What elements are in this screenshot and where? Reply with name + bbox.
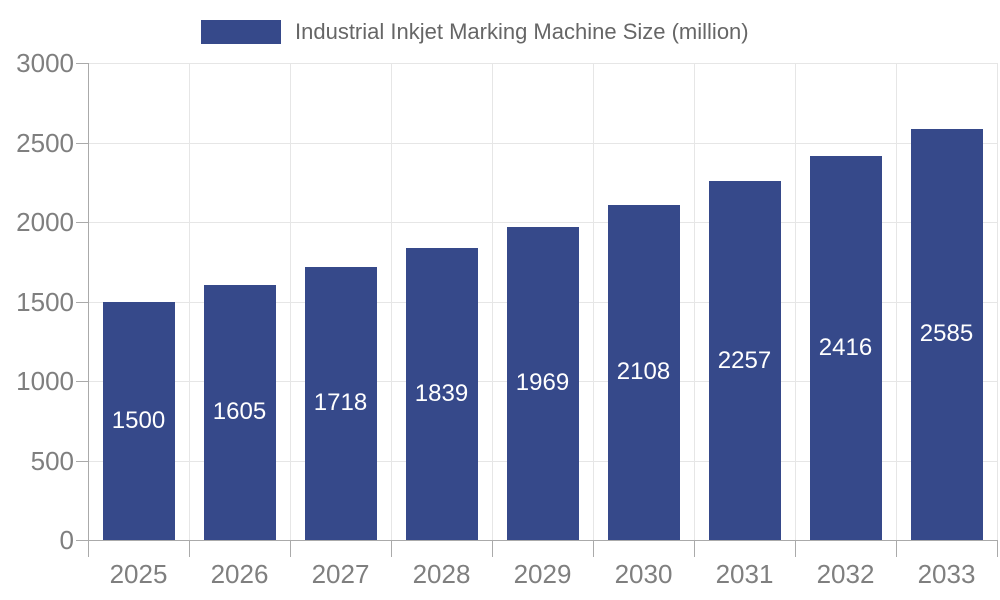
legend-label: Industrial Inkjet Marking Machine Size (… [295, 19, 749, 44]
x-axis-label-2027: 2027 [311, 559, 370, 589]
y-axis-tick [76, 142, 88, 144]
x-axis-tick [795, 540, 796, 557]
x-axis-label-2033: 2033 [917, 559, 976, 589]
grid-line-vertical [694, 63, 695, 540]
bar-2027[interactable]: 1718 [304, 266, 377, 540]
bar-2029[interactable]: 1969 [506, 226, 579, 540]
x-axis-label-2029: 2029 [513, 559, 572, 589]
bar-2028[interactable]: 1839 [405, 247, 478, 540]
y-axis-tick [76, 540, 88, 541]
x-axis-tick [593, 540, 594, 557]
x-axis-tick [694, 540, 695, 557]
bar-value-label: 1500 [111, 406, 166, 434]
bar-2031[interactable]: 2257 [708, 181, 781, 540]
y-axis-label: 2000 [16, 207, 74, 237]
grid-line-vertical [189, 63, 190, 540]
legend-item[interactable]: Industrial Inkjet Marking Machine Size (… [201, 19, 749, 45]
bar-value-label: 2416 [818, 333, 873, 361]
grid-line-vertical [795, 63, 796, 540]
bar-value-label: 1969 [515, 369, 570, 397]
x-axis-label-2025: 2025 [109, 559, 168, 589]
y-axis-tick [76, 222, 88, 223]
y-axis-label: 0 [59, 525, 74, 555]
x-axis-tick [189, 540, 190, 557]
x-axis-tick [391, 540, 392, 557]
bar-2030[interactable]: 2108 [607, 204, 680, 540]
x-axis-label-2030: 2030 [614, 559, 673, 589]
x-axis-label-2032: 2032 [816, 559, 875, 589]
bar-value-label: 2108 [616, 358, 671, 386]
bar-value-label: 2585 [919, 320, 974, 348]
grid-line-horizontal [88, 63, 997, 64]
y-axis-tick [76, 301, 88, 303]
y-axis-tick [76, 381, 88, 382]
y-axis-line [88, 63, 89, 540]
x-axis-tick [88, 540, 89, 557]
x-axis-tick [896, 540, 897, 557]
bar-2033[interactable]: 2585 [910, 128, 983, 540]
bar-2032[interactable]: 2416 [809, 155, 882, 540]
x-axis-label-2028: 2028 [412, 559, 471, 589]
x-axis-tick [492, 540, 493, 557]
bar-value-label: 2257 [717, 346, 772, 374]
y-axis-label: 1000 [16, 366, 74, 396]
x-axis-line [88, 540, 998, 541]
y-axis-label: 1500 [16, 286, 74, 317]
y-axis-label: 500 [30, 445, 74, 476]
grid-line-vertical [391, 63, 392, 540]
grid-line-horizontal [88, 222, 997, 223]
y-axis-tick [76, 460, 88, 462]
y-axis-label: 3000 [16, 48, 74, 78]
legend-swatch [201, 20, 281, 44]
grid-line-horizontal [88, 142, 997, 144]
bar-value-label: 1605 [212, 398, 267, 426]
x-axis-tick [997, 540, 998, 557]
bar-value-label: 1839 [414, 379, 469, 407]
bar-2025[interactable]: 1500 [102, 301, 175, 540]
x-axis-label-2026: 2026 [210, 559, 269, 589]
grid-line-vertical [593, 63, 594, 540]
y-axis-tick [76, 63, 88, 64]
grid-line-vertical [997, 63, 998, 540]
grid-line-vertical [896, 63, 897, 540]
grid-line-vertical [492, 63, 493, 540]
bar-value-label: 1718 [313, 389, 368, 417]
y-axis-label: 2500 [16, 127, 74, 158]
bar-2026[interactable]: 1605 [203, 284, 276, 540]
grid-line-vertical [290, 63, 291, 540]
x-axis-label-2031: 2031 [715, 559, 774, 589]
x-axis-tick [290, 540, 291, 557]
